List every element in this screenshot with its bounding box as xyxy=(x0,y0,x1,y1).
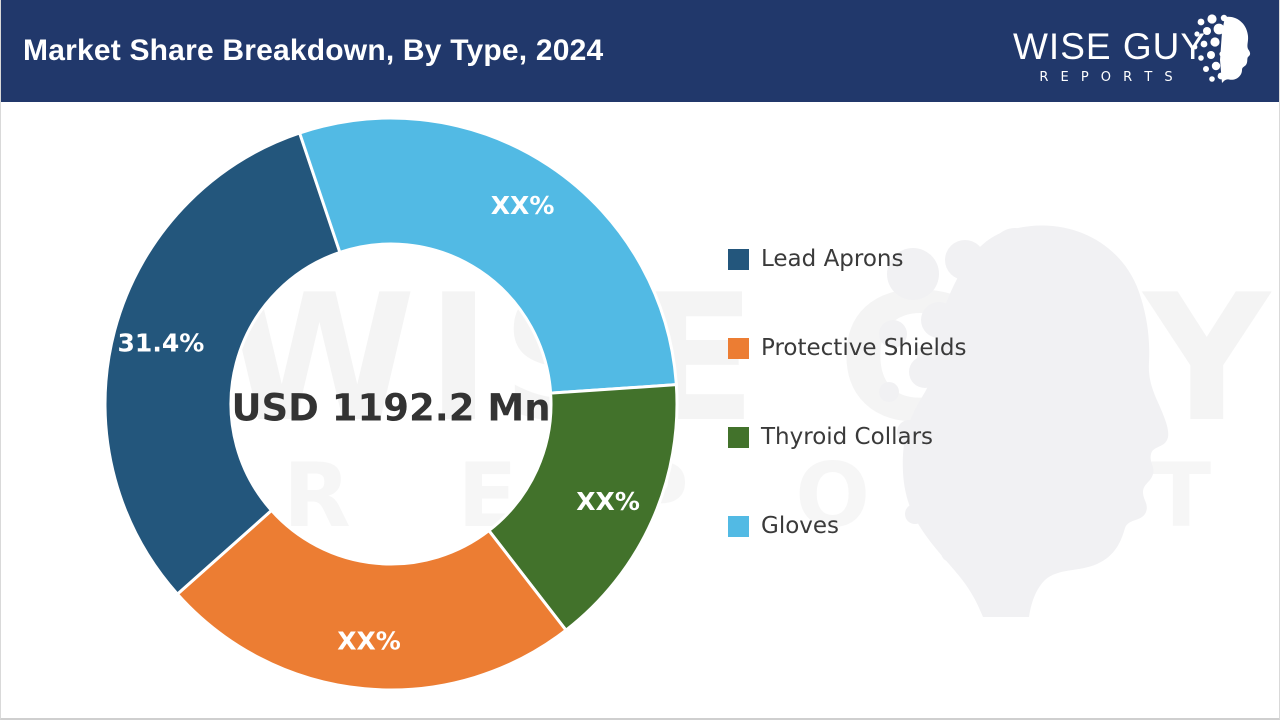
legend-item-lead-aprons: Lead Aprons xyxy=(728,246,966,272)
legend-item-protective-shields: Protective Shields xyxy=(728,335,966,361)
donut-segment-lead-aprons xyxy=(103,131,342,597)
legend-item-thyroid-collars: Thyroid Collars xyxy=(728,424,966,450)
donut-segment-thyroid-collars xyxy=(486,383,679,633)
logo-subtitle: R E P O R T S xyxy=(1039,70,1177,85)
legend-label: Lead Aprons xyxy=(761,246,904,272)
logo-text: WISE GUY R E P O R T S xyxy=(1013,26,1207,85)
logo-wordmark: WISE GUY xyxy=(1013,26,1207,67)
legend-swatch-lead-aprons xyxy=(728,248,749,270)
donut-label-gloves: XX% xyxy=(491,191,555,220)
logo-head-icon xyxy=(1192,14,1251,83)
donut-center-value: USD 1192.2 Mn xyxy=(231,386,551,430)
legend-swatch-thyroid-collars xyxy=(728,426,749,448)
donut-segment-protective-shields xyxy=(175,508,569,692)
head-silhouette-graphic xyxy=(879,225,1169,617)
wise-guy-logo: WISE GUY R E P O R T S xyxy=(1013,10,1253,94)
donut-segment-gloves xyxy=(295,116,678,395)
legend-label: Protective Shields xyxy=(761,335,967,361)
chart-legend: Lead Aprons Protective Shields Thyroid C… xyxy=(728,246,966,539)
legend-swatch-gloves xyxy=(728,515,749,537)
legend-item-gloves: Gloves xyxy=(728,513,966,539)
header: Market Share Breakdown, By Type, 2024 WI… xyxy=(1,0,1279,102)
legend-label: Thyroid Collars xyxy=(761,424,934,450)
donut-label-thyroid-collars: XX% xyxy=(576,487,640,516)
donut-label-lead-aprons: 31.4% xyxy=(118,329,205,358)
donut-label-protective-shields: XX% xyxy=(337,627,401,656)
legend-label: Gloves xyxy=(761,513,840,539)
legend-swatch-protective-shields xyxy=(728,337,749,359)
page-title: Market Share Breakdown, By Type, 2024 xyxy=(23,34,604,67)
